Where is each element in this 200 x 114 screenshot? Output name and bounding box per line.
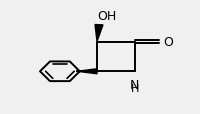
- Text: OH: OH: [97, 10, 117, 23]
- Text: H: H: [131, 83, 139, 93]
- Text: N: N: [130, 78, 139, 91]
- Polygon shape: [77, 69, 97, 74]
- Polygon shape: [95, 25, 103, 42]
- Text: O: O: [164, 36, 173, 49]
